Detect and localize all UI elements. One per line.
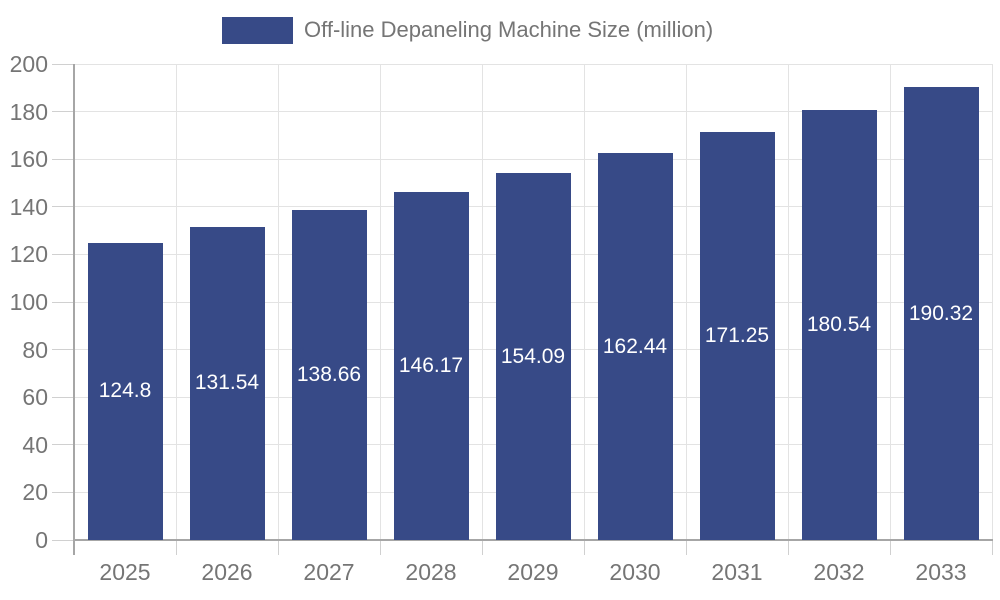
gridline-vertical <box>481 64 483 540</box>
bar-value-label: 146.17 <box>398 354 464 378</box>
x-axis-tick-label: 2026 <box>201 559 253 585</box>
plot-area: 0 20 40 60 80 100 120 140 160 180 200 124.8 2025 131.… <box>10 51 993 585</box>
bar-2025[interactable] <box>87 242 163 540</box>
y-axis-tick <box>52 111 74 113</box>
x-axis-tick-label: 2028 <box>405 559 457 585</box>
bar-value-label: 138.66 <box>296 362 362 386</box>
bar-2031[interactable] <box>699 132 775 540</box>
bar-value-label: 124.8 <box>98 379 152 403</box>
x-axis-line <box>73 539 993 541</box>
y-axis-tick-label: 80 <box>22 336 48 363</box>
y-axis-tick-label: 40 <box>22 431 48 458</box>
x-axis-tick-label: 2033 <box>915 559 967 585</box>
x-axis-tick <box>175 540 177 555</box>
y-axis-tick-label: 100 <box>9 289 48 315</box>
bar-value-label: 131.54 <box>194 371 260 395</box>
y-axis-line <box>73 64 75 555</box>
x-axis-tick <box>889 540 891 555</box>
gridline-horizontal <box>74 111 992 113</box>
gridline-horizontal <box>74 158 992 160</box>
bar-value-label: 154.09 <box>500 344 566 368</box>
x-axis-tick <box>787 540 789 555</box>
gridline-vertical <box>277 64 279 540</box>
y-axis-tick-label: 160 <box>9 146 48 173</box>
y-axis-tick-label: 120 <box>9 241 48 268</box>
bar-value-label: 190.32 <box>908 301 974 325</box>
y-axis-tick-label: 0 <box>35 527 48 553</box>
y-axis-tick <box>52 349 74 351</box>
gridline-vertical <box>175 64 177 540</box>
legend-item[interactable]: Off-line Depaneling Machine Size (millio… <box>222 16 713 44</box>
bar-2030[interactable] <box>597 153 673 540</box>
y-axis-tick <box>52 206 74 208</box>
bar-2029[interactable] <box>495 173 571 540</box>
x-axis-tick <box>991 540 993 555</box>
gridline-vertical <box>889 64 891 540</box>
y-axis-tick <box>52 539 74 541</box>
bar-2026[interactable] <box>189 226 265 540</box>
y-axis-tick <box>52 491 74 493</box>
x-axis-tick <box>685 540 687 555</box>
x-axis-tick-label: 2025 <box>99 559 151 585</box>
bar-value-label: 171.25 <box>704 324 770 348</box>
y-axis-tick <box>52 301 74 303</box>
y-axis-tick-label: 60 <box>22 384 48 411</box>
bar-2033[interactable] <box>903 87 979 540</box>
y-axis-tick <box>52 63 74 65</box>
bar-2027[interactable] <box>291 209 367 540</box>
x-axis-tick <box>481 540 483 555</box>
bar-value-label: 180.54 <box>806 313 872 337</box>
y-axis-tick-label: 180 <box>9 98 48 125</box>
bar-2032[interactable] <box>801 110 877 540</box>
legend-label: Off-line Depaneling Machine Size (millio… <box>304 17 714 42</box>
y-axis-tick-label: 20 <box>22 479 48 506</box>
bar-value-label: 162.44 <box>602 334 668 358</box>
bar-2028[interactable] <box>393 192 469 540</box>
gridline-vertical <box>787 64 789 540</box>
x-axis-tick <box>277 540 279 555</box>
y-axis-tick <box>52 253 74 255</box>
x-axis-tick <box>379 540 381 555</box>
gridline-vertical <box>991 64 993 540</box>
y-axis-tick <box>52 158 74 160</box>
x-axis-tick-label: 2027 <box>303 559 355 585</box>
x-axis-tick-label: 2031 <box>711 559 763 585</box>
gridline-vertical <box>379 64 381 540</box>
y-axis-tick <box>52 396 74 398</box>
y-axis-tick-label: 140 <box>9 193 48 220</box>
gridline-horizontal <box>74 63 992 65</box>
gridline-vertical <box>583 64 585 540</box>
x-axis-tick-label: 2032 <box>813 559 865 585</box>
y-axis-tick-label: 200 <box>9 51 48 77</box>
x-axis-tick <box>583 540 585 555</box>
y-axis-tick <box>52 444 74 446</box>
x-axis-tick-label: 2029 <box>507 559 559 585</box>
legend-swatch <box>222 16 293 44</box>
gridline-vertical <box>685 64 687 540</box>
x-axis-tick-label: 2030 <box>609 559 661 585</box>
